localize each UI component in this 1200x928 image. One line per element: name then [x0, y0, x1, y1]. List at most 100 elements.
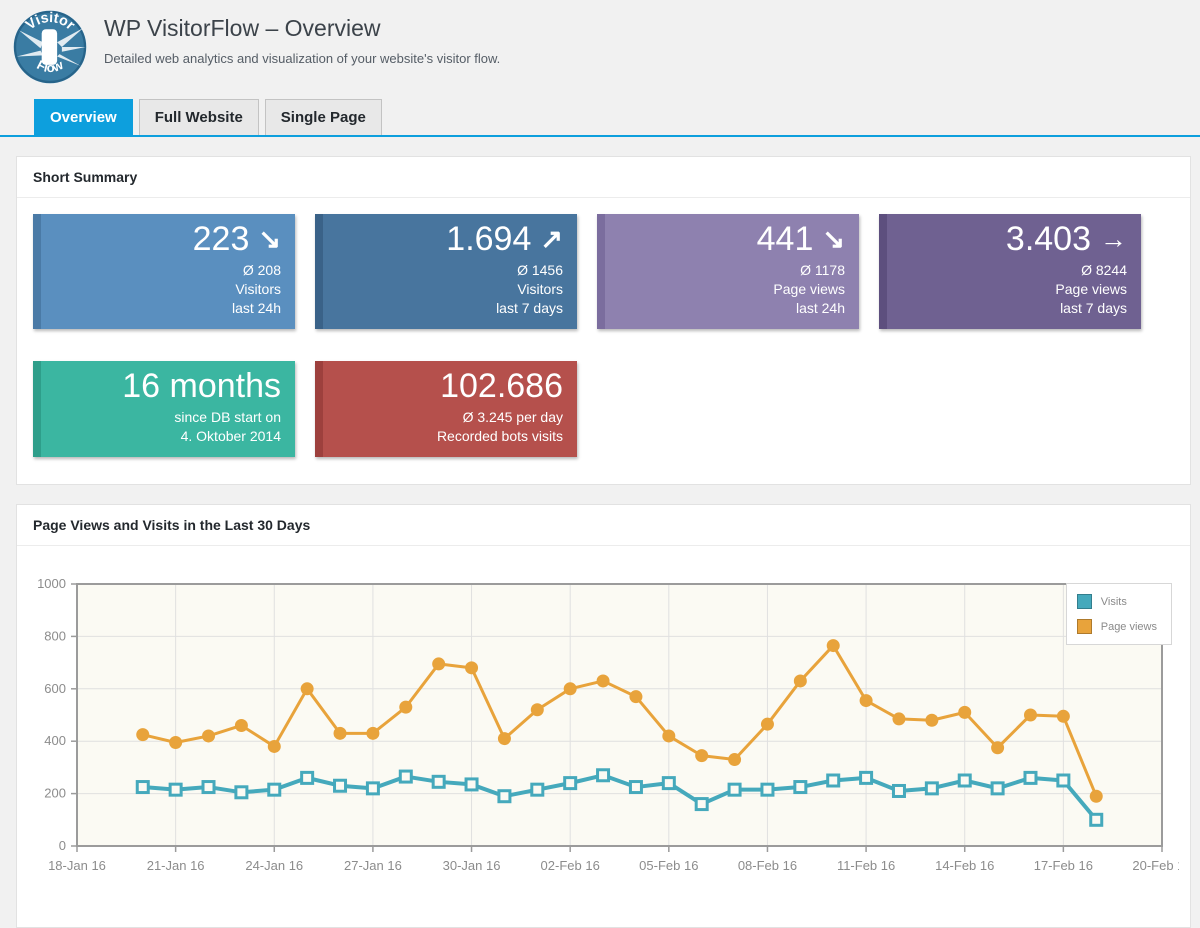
- visits-point: [335, 780, 346, 791]
- page-views-point: [465, 661, 478, 674]
- card-sub-line: Visitors: [333, 280, 563, 299]
- card-value: 223: [193, 217, 250, 261]
- card-value-row: 16 months: [51, 364, 281, 408]
- card-sub-line: Ø 1178: [615, 261, 845, 280]
- card-sub-line: last 24h: [51, 299, 281, 318]
- x-axis-label: 21-Jan 16: [147, 858, 205, 873]
- card-value: 3.403: [1006, 217, 1091, 261]
- summary-cards: 223↘Ø 208Visitorslast 24h1.694↗Ø 1456Vis…: [17, 198, 1190, 484]
- card-sub-line: since DB start on: [51, 408, 281, 427]
- legend-item-visits[interactable]: Visits: [1073, 589, 1165, 614]
- visits-point: [630, 782, 641, 793]
- page-views-point: [1090, 790, 1103, 803]
- page-views-point: [728, 753, 741, 766]
- page-views-point: [925, 714, 938, 727]
- x-axis-label: 17-Feb 16: [1034, 858, 1093, 873]
- x-axis-label: 24-Jan 16: [245, 858, 303, 873]
- page-header: Visitor Flow WP VisitorFlow – Overview D…: [0, 0, 1200, 85]
- card-sub-line: Ø 208: [51, 261, 281, 280]
- x-axis-label: 02-Feb 16: [541, 858, 600, 873]
- card-sub-line: Visitors: [51, 280, 281, 299]
- page-views-point: [662, 729, 675, 742]
- page-views-point: [498, 732, 511, 745]
- y-axis-label: 800: [44, 628, 66, 643]
- legend-label: Page views: [1101, 621, 1157, 633]
- legend-item-page-views[interactable]: Page views: [1073, 614, 1165, 639]
- page-subtitle: Detailed web analytics and visualization…: [104, 51, 500, 66]
- page-views-point: [399, 701, 412, 714]
- page-views-point: [366, 727, 379, 740]
- short-summary-title: Short Summary: [17, 157, 1190, 198]
- short-summary-panel: Short Summary 223↘Ø 208Visitorslast 24h1…: [16, 156, 1191, 485]
- x-axis-label: 18-Jan 16: [48, 858, 106, 873]
- visits-point: [696, 799, 707, 810]
- tab-full-website[interactable]: Full Website: [139, 99, 259, 135]
- card-value-row: 441 ↘: [615, 217, 845, 261]
- page-views-point: [268, 740, 281, 753]
- page-views-point: [991, 741, 1004, 754]
- visits-swatch-icon: [1077, 594, 1092, 609]
- card-value-row: 1.694↗: [333, 217, 563, 261]
- x-axis-label: 27-Jan 16: [344, 858, 402, 873]
- card-sub-line: last 7 days: [897, 299, 1127, 318]
- visits-point: [137, 782, 148, 793]
- arrow-down-right-icon: ↘: [822, 224, 845, 254]
- page-views-point: [958, 706, 971, 719]
- visits-point: [926, 783, 937, 794]
- x-axis-label: 08-Feb 16: [738, 858, 797, 873]
- visits-point: [1058, 775, 1069, 786]
- page-views-point: [301, 682, 314, 695]
- page-views-point: [169, 736, 182, 749]
- line-chart: 18-Jan 16 21-Jan 16 24-Jan 16 27-Jan 16 30-J…: [29, 574, 1179, 897]
- arrow-up-right-icon: ↗: [540, 224, 563, 254]
- arrow-right-icon: →: [1100, 224, 1127, 254]
- visits-point: [367, 783, 378, 794]
- visits-point: [992, 783, 1003, 794]
- summary-card-visitors-last-24h: 223 ↘ Ø 208Visitorslast 24h: [33, 214, 295, 329]
- card-value-row: 223 ↘: [51, 217, 281, 261]
- tab-bar: OverviewFull WebsiteSingle Page: [0, 99, 1200, 137]
- y-axis-label: 200: [44, 786, 66, 801]
- card-sub-line: Page views: [615, 280, 845, 299]
- chart-body: 18-Jan 16 21-Jan 16 24-Jan 16 27-Jan 16 30-J…: [17, 546, 1190, 927]
- page-views-point: [597, 674, 610, 687]
- visits-point: [466, 779, 477, 790]
- y-axis-label: 0: [59, 838, 66, 853]
- card-sub-line: Ø 1456: [333, 261, 563, 280]
- card-value-row: 102.686: [333, 364, 563, 408]
- visits-point: [499, 791, 510, 802]
- visits-point: [400, 771, 411, 782]
- tab-single-page[interactable]: Single Page: [265, 99, 382, 135]
- summary-card-page-views-last-24h: 441↘Ø 1178Page viewslast 24h: [597, 214, 859, 329]
- visits-point: [861, 772, 872, 783]
- x-axis-label: 30-Jan 16: [443, 858, 501, 873]
- visits-point: [762, 784, 773, 795]
- wp-visitorflow-page: Visitor Flow WP VisitorFlow – Overview D…: [0, 0, 1200, 928]
- card-value-row: 3.403 →: [897, 217, 1127, 261]
- page-views-point: [334, 727, 347, 740]
- card-sub-line: Ø 3.245 per day: [333, 408, 563, 427]
- page-views-point: [432, 657, 445, 670]
- visits-point: [663, 778, 674, 789]
- summary-card-page-views-last-7-days: 3.403→Ø 8244Page viewslast 7 days: [879, 214, 1141, 329]
- visitorflow-logo-icon: Visitor Flow: [12, 9, 88, 85]
- y-axis-label: 1000: [37, 576, 66, 591]
- arrow-down-right-icon: ↘: [258, 224, 281, 254]
- card-sub-line: last 7 days: [333, 299, 563, 318]
- visits-point: [532, 784, 543, 795]
- page-views-point: [695, 749, 708, 762]
- visits-point: [302, 772, 313, 783]
- tab-overview[interactable]: Overview: [34, 99, 133, 135]
- visits-point: [1025, 772, 1036, 783]
- visits-point: [795, 782, 806, 793]
- visits-point: [170, 784, 181, 795]
- page-views-swatch-icon: [1077, 619, 1092, 634]
- visits-point: [236, 787, 247, 798]
- visits-point: [203, 782, 214, 793]
- chart-svg: 18-Jan 16 21-Jan 16 24-Jan 16 27-Jan 16 30-J…: [29, 574, 1179, 892]
- card-value: 441: [757, 217, 814, 261]
- summary-card-visitors-last-7-days: 1.694↗Ø 1456Visitorslast 7 days: [315, 214, 577, 329]
- page-views-point: [1057, 710, 1070, 723]
- page-views-point: [235, 719, 248, 732]
- page-views-point: [892, 712, 905, 725]
